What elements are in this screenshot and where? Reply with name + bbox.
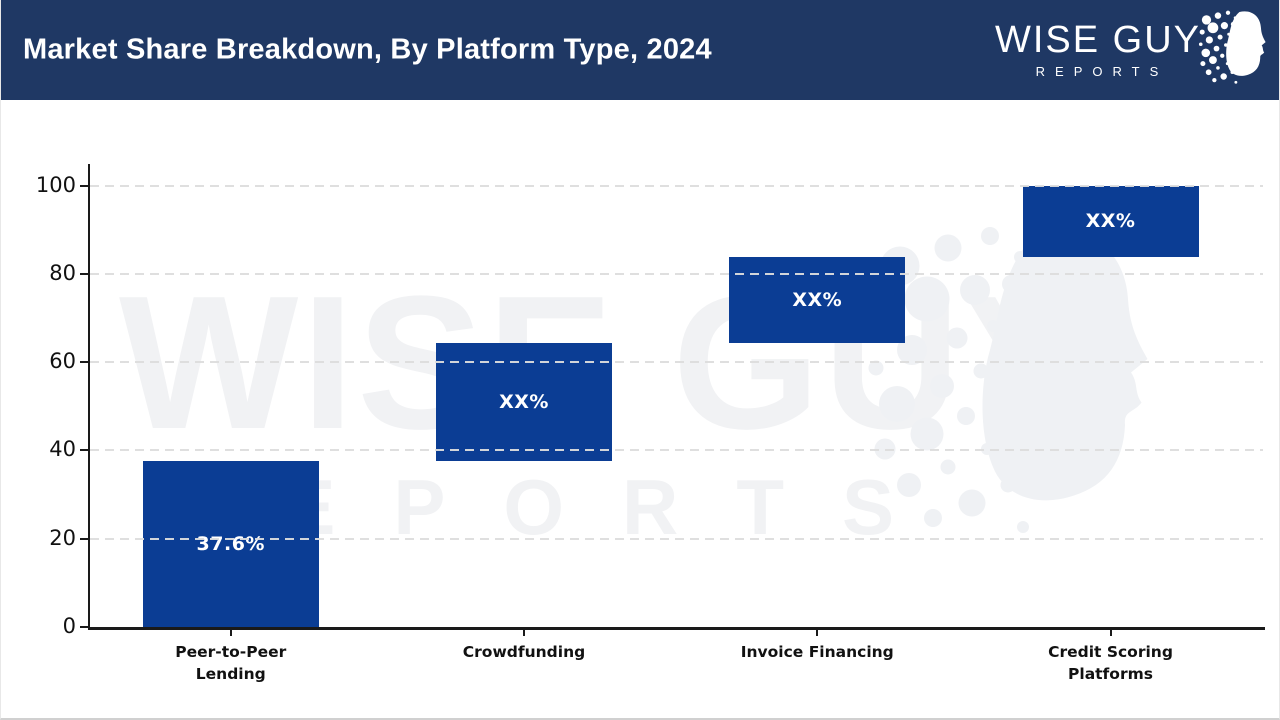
- x-tick-label: Crowdfunding: [462, 643, 586, 661]
- x-tick-label: Credit Scoring Platforms: [1048, 643, 1173, 683]
- x-tick-mark: [816, 630, 819, 636]
- bar-value-label: XX%: [499, 390, 549, 413]
- brand-name: WISE GUY: [994, 19, 1201, 62]
- gridline: [90, 184, 1263, 187]
- y-tick-label: 40: [49, 437, 76, 462]
- y-axis: [88, 164, 90, 630]
- brand-logo-text: WISE GUY REPORTS: [994, 19, 1201, 79]
- bar-segment: XX%: [729, 256, 906, 343]
- y-tick-mark: [80, 361, 88, 364]
- gridline: [90, 361, 1263, 364]
- y-tick-mark: [80, 537, 88, 540]
- y-tick-mark: [80, 626, 88, 628]
- y-tick-label: 0: [62, 614, 76, 638]
- y-tick-mark: [80, 184, 88, 187]
- wiseguy-face-icon: [1198, 10, 1266, 84]
- plot-area: 0 20 40 60 80 100 37.6% Peer-to-Peer Lending XX% C…: [36, 168, 1263, 683]
- x-tick-mark: [229, 630, 232, 636]
- brand-tagline: REPORTS: [1035, 63, 1169, 79]
- bar-segment: XX%: [1022, 185, 1199, 257]
- x-tick-label: Invoice Financing: [740, 643, 894, 661]
- brand-logo: WISE GUY REPORTS: [995, 6, 1269, 94]
- y-tick-label: 20: [49, 525, 76, 550]
- y-tick-mark: [80, 449, 88, 452]
- chart-area: WISE GUY REPORTS 02040608010037.6%Peer-t…: [1, 100, 1279, 718]
- gridline: [90, 449, 1263, 452]
- y-tick-mark: [80, 272, 88, 275]
- bar-segment: 37.6%: [142, 461, 319, 627]
- y-tick-label: 80: [49, 260, 76, 285]
- y-tick-label: 100: [35, 172, 76, 197]
- x-tick-mark: [523, 630, 525, 636]
- bar-value-label: XX%: [1085, 210, 1136, 233]
- header-banner: Market Share Breakdown, By Platform Type…: [1, 0, 1279, 100]
- x-tick-mark: [1109, 630, 1112, 636]
- y-tick-label: 60: [49, 349, 76, 374]
- gridline: [90, 537, 1263, 540]
- gridline: [90, 272, 1263, 275]
- bar-value-label: XX%: [792, 288, 843, 311]
- bar-value-label: 37.6%: [196, 533, 265, 556]
- x-axis: [88, 627, 1265, 630]
- page-title: Market Share Breakdown, By Platform Type…: [23, 33, 712, 66]
- x-tick-label: Peer-to-Peer Lending: [175, 643, 287, 683]
